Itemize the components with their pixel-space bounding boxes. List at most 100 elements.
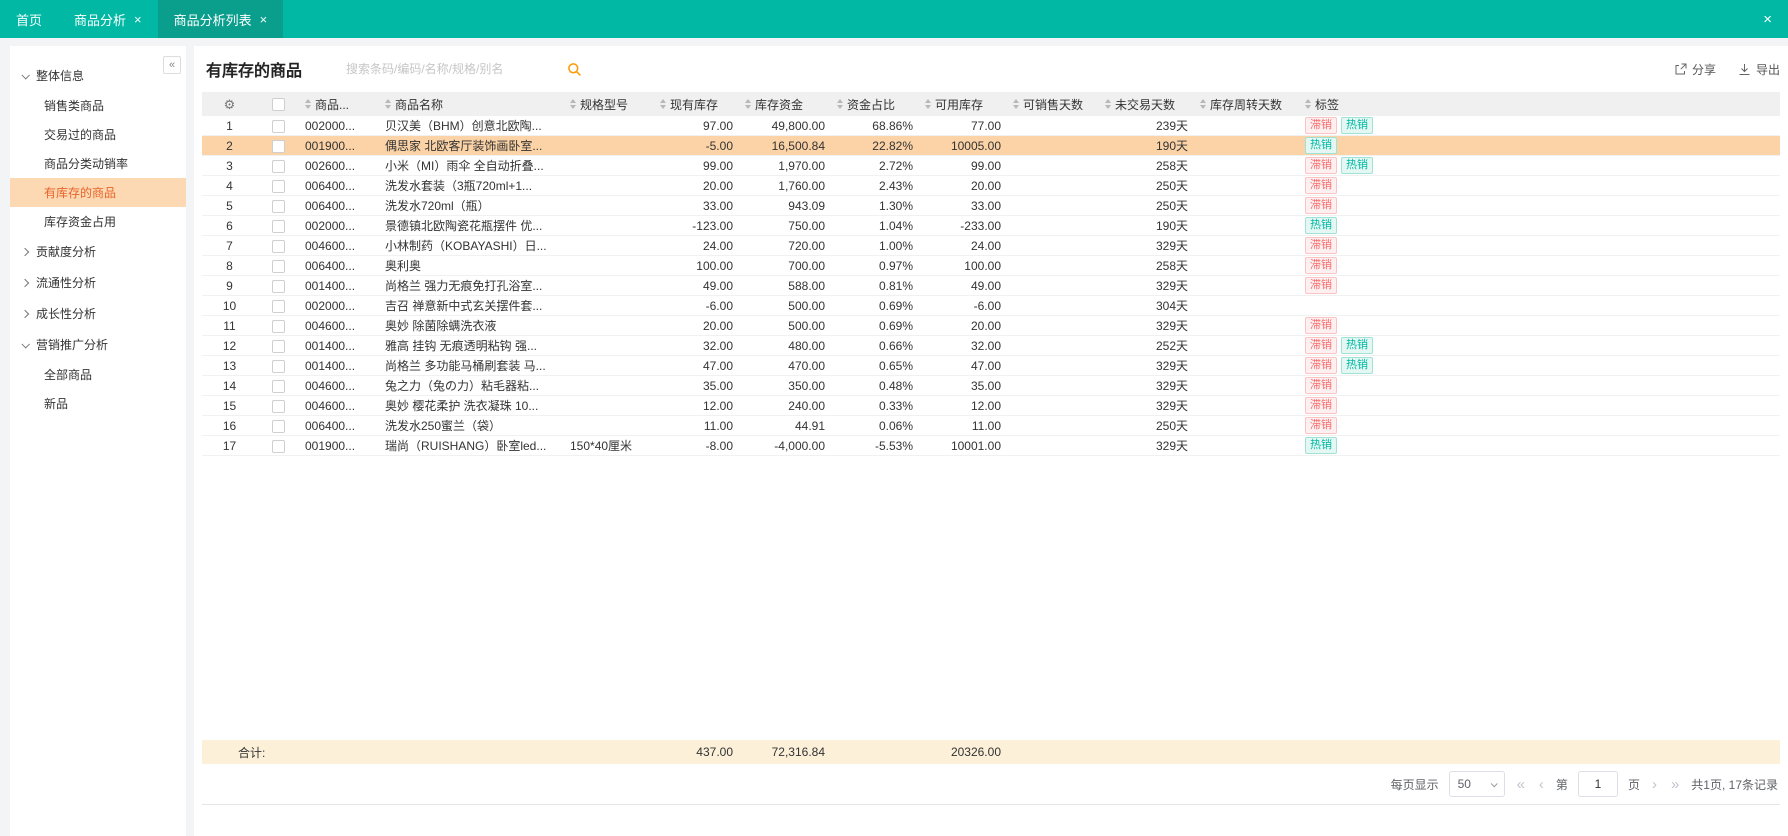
table-row[interactable]: 11 004600... 奥妙 除菌除螨洗衣液 20.00 500.00 0.69% 20.…	[202, 316, 1780, 336]
column-header-2[interactable]: 商品...	[299, 96, 379, 113]
table-row[interactable]: 6 002000... 景德镇北欧陶瓷花瓶摆件 优... -123.00 750.00 1…	[202, 216, 1780, 236]
row-checkbox[interactable]	[271, 439, 285, 453]
row-checkbox[interactable]	[271, 359, 285, 373]
sidebar-group-2[interactable]: 流通性分析	[10, 267, 186, 298]
column-header-11[interactable]: 库存周转天数	[1194, 96, 1299, 113]
row-checkbox[interactable]	[271, 339, 285, 353]
table-row[interactable]: 16 006400... 洗发水250蜜兰（袋） 11.00 44.91 0.06% 11.…	[202, 416, 1780, 436]
sort-icon[interactable]	[305, 99, 311, 109]
next-page-button[interactable]: ›	[1651, 775, 1657, 793]
sidebar-item[interactable]: 商品分类动销率	[44, 157, 129, 171]
sidebar-item[interactable]: 销售类商品	[44, 99, 105, 113]
sidebar-item[interactable]: 全部商品	[44, 368, 93, 382]
table-row[interactable]: 3 002600... 小米（MI）雨伞 全自动折叠... 99.00 1,970.00…	[202, 156, 1780, 176]
column-header-8[interactable]: 可用库存	[919, 96, 1007, 113]
sort-icon[interactable]	[837, 99, 843, 109]
sidebar-group-0[interactable]: 整体信息	[10, 60, 186, 91]
cell-no_trade_days: 304天	[1155, 299, 1188, 313]
row-checkbox[interactable]	[271, 299, 285, 313]
export-button[interactable]: 导出	[1738, 61, 1780, 78]
row-checkbox[interactable]	[271, 219, 285, 233]
sidebar-item[interactable]: 有库存的商品	[10, 178, 186, 207]
sort-icon[interactable]	[1200, 99, 1206, 109]
sort-icon[interactable]	[1013, 99, 1019, 109]
row-checkbox[interactable]	[271, 239, 285, 253]
row-checkbox[interactable]	[271, 259, 285, 273]
table-row[interactable]: 2 001900... 偶思家 北欧客厅装饰画卧室... -5.00 16,500.84…	[202, 136, 1780, 156]
table-row[interactable]: 7 004600... 小林制药（KOBAYASHI）日... 24.00 720.00…	[202, 236, 1780, 256]
row-checkbox[interactable]	[271, 119, 285, 133]
share-button[interactable]: 分享	[1674, 61, 1716, 78]
row-checkbox[interactable]	[271, 319, 285, 333]
column-header-9[interactable]: 可销售天数	[1007, 96, 1099, 113]
checkbox-cell	[257, 338, 299, 353]
prev-page-button[interactable]: ‹	[1538, 775, 1544, 793]
tab-2[interactable]: 商品分析列表 ×	[157, 0, 284, 38]
sort-icon[interactable]	[1105, 99, 1111, 109]
table-row[interactable]: 8 006400... 奥利奥 100.00 700.00 0.97% 100.00 258天…	[202, 256, 1780, 276]
last-page-button[interactable]: »	[1670, 775, 1680, 793]
table-row[interactable]: 4 006400... 洗发水套装（3瓶720ml+1... 20.00 1,760.0…	[202, 176, 1780, 196]
products-table: ⚙ 商品... 商品名称 规格型号 现有库存 库存资金 资金占比 可用库存 可销售天数 未交易天数…	[202, 92, 1780, 764]
sort-icon[interactable]	[1305, 99, 1311, 109]
select-all-checkbox[interactable]	[271, 97, 285, 111]
column-header-10[interactable]: 未交易天数	[1099, 96, 1194, 113]
main-header: 有库存的商品 分享	[202, 46, 1780, 92]
sort-icon[interactable]	[660, 99, 666, 109]
row-checkbox[interactable]	[271, 139, 285, 153]
row-checkbox[interactable]	[271, 179, 285, 193]
search-input[interactable]	[346, 62, 562, 76]
first-page-button[interactable]: «	[1516, 775, 1525, 793]
table-row[interactable]: 10 002000... 吉召 禅意新中式玄关摆件套... -6.00 500.00 0.…	[202, 296, 1780, 316]
tags-cell: 滞销	[1299, 317, 1780, 334]
sidebar-group-1[interactable]: 贡献度分析	[10, 236, 186, 267]
row-checkbox[interactable]	[271, 159, 285, 173]
table-row[interactable]: 15 004600... 奥妙 樱花柔护 洗衣凝珠 10... 12.00 240.00…	[202, 396, 1780, 416]
main-content: 有库存的商品 分享	[194, 46, 1788, 836]
table-row[interactable]: 9 001400... 尚格兰 强力无痕免打孔浴室... 49.00 588.00 0.8…	[202, 276, 1780, 296]
table-row[interactable]: 12 001400... 雅高 挂钩 无痕透明粘钩 强... 32.00 480.00 0…	[202, 336, 1780, 356]
sort-icon[interactable]	[745, 99, 751, 109]
table-row[interactable]: 17 001900... 瑞尚（RUISHANG）卧室led... 150*40厘米 -…	[202, 436, 1780, 456]
table-row[interactable]: 14 004600... 兔之力（兔の力）粘毛器粘... 35.00 350.00 0.4…	[202, 376, 1780, 396]
table-row[interactable]: 13 001400... 尚格兰 多功能马桶刷套装 马... 47.00 470.00 0…	[202, 356, 1780, 376]
close-icon[interactable]: ×	[1763, 10, 1772, 28]
sidebar-item[interactable]: 新品	[44, 397, 69, 411]
page-size-select[interactable]: 50	[1448, 771, 1505, 797]
cell-fund: 16,500.84	[771, 138, 825, 153]
column-header-7[interactable]: 资金占比	[831, 96, 919, 113]
row-checkbox[interactable]	[271, 379, 285, 393]
column-settings-button[interactable]: ⚙	[202, 98, 257, 111]
row-checkbox[interactable]	[271, 399, 285, 413]
sidebar-group-4[interactable]: 营销推广分析	[10, 329, 186, 360]
sidebar-group-3[interactable]: 成长性分析	[10, 298, 186, 329]
tag-热销: 热销	[1341, 357, 1373, 374]
collapse-sidebar-button[interactable]: «	[163, 56, 181, 74]
table-row[interactable]: 5 006400... 洗发水720ml（瓶） 33.00 943.09 1.30% 33.…	[202, 196, 1780, 216]
tab-1[interactable]: 商品分析 ×	[58, 0, 158, 38]
cell-fund: 500.00	[788, 298, 825, 313]
page-input[interactable]	[1577, 771, 1618, 797]
row-checkbox[interactable]	[271, 279, 285, 293]
sort-icon[interactable]	[925, 99, 931, 109]
column-header-6[interactable]: 库存资金	[739, 96, 831, 113]
column-header-12[interactable]: 标签	[1299, 96, 1780, 113]
sort-icon[interactable]	[385, 99, 391, 109]
cell-code: 004600...	[305, 378, 356, 393]
row-checkbox[interactable]	[271, 419, 285, 433]
tab-close-icon[interactable]: ×	[259, 11, 268, 27]
sidebar-item[interactable]: 交易过的商品	[44, 128, 117, 142]
tag-热销: 热销	[1305, 137, 1337, 154]
column-header-3[interactable]: 商品名称	[379, 96, 564, 113]
cell-code: 002000...	[305, 298, 356, 313]
sidebar-item[interactable]: 库存资金占用	[44, 215, 117, 229]
column-header-5[interactable]: 现有库存	[654, 96, 739, 113]
tab-close-icon[interactable]: ×	[134, 11, 142, 27]
search-icon[interactable]	[567, 62, 582, 77]
row-checkbox[interactable]	[271, 199, 285, 213]
cell-ratio: 1.30%	[878, 198, 913, 213]
column-header-4[interactable]: 规格型号	[564, 96, 654, 113]
tab-0[interactable]: 首页	[0, 0, 58, 38]
table-row[interactable]: 1 002000... 贝汉美（BHM）创意北欧陶... 97.00 49,800.00…	[202, 116, 1780, 136]
sort-icon[interactable]	[570, 99, 576, 109]
